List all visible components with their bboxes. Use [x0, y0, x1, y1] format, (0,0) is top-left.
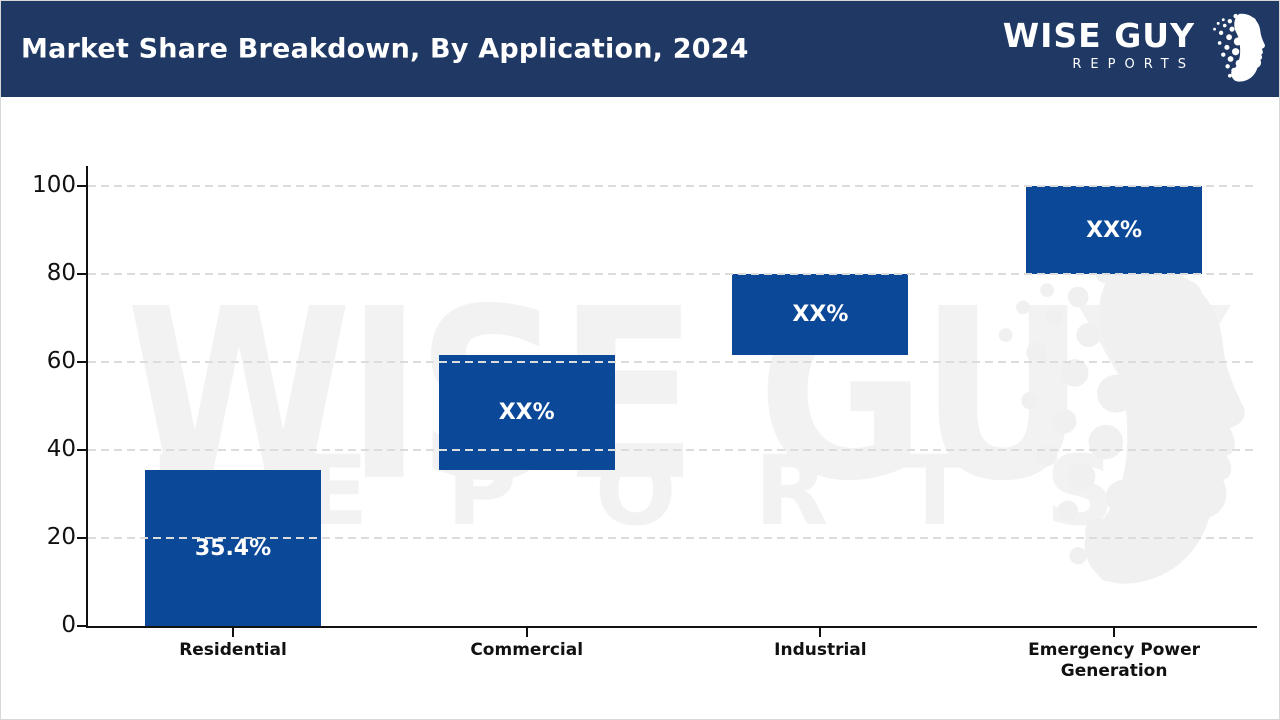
y-tick-mark — [77, 361, 86, 363]
bar-value-label: XX% — [792, 302, 849, 328]
bar-residential: 35.4% — [145, 470, 321, 626]
y-tick-label: 20 — [46, 524, 76, 550]
x-tick-mark — [819, 628, 822, 637]
chart-title: Market Share Breakdown, By Application, … — [21, 33, 749, 65]
logo-reports-label: REPORTS — [1072, 56, 1195, 72]
bar-value-label: 35.4% — [194, 535, 272, 561]
category-label: Industrial — [774, 640, 867, 660]
y-tick-label: 0 — [61, 612, 76, 638]
y-tick-mark — [77, 273, 86, 275]
bar-value-label: XX% — [498, 400, 555, 426]
x-tick-mark — [232, 628, 234, 637]
y-tick-label: 40 — [46, 436, 76, 462]
y-tick-mark — [77, 449, 86, 451]
y-tick-mark — [77, 625, 86, 627]
gridline — [88, 361, 1257, 363]
x-tick-mark — [1113, 628, 1116, 637]
bar-commercial: XX% — [438, 355, 615, 471]
wiseguy-head-icon — [1213, 13, 1265, 82]
logo-text: WISE GUY REPORTS — [1002, 16, 1195, 72]
x-tick-mark — [525, 628, 528, 637]
bar-value-label: XX% — [1086, 217, 1143, 243]
category-label: Commercial — [470, 640, 584, 660]
y-tick-label: 80 — [46, 260, 76, 286]
plot-area: 0 20 40 60 80 100 35.4% Residential XX% Commercia… — [32, 166, 1257, 681]
y-tick-mark — [77, 185, 86, 187]
category-label: Emergency Power Generation — [1028, 640, 1201, 682]
logo-wiseguy-label: WISE GUY — [1002, 16, 1195, 55]
category-label: Residential — [179, 640, 287, 660]
y-tick-mark — [77, 537, 86, 539]
y-tick-label: 60 — [46, 348, 76, 374]
gridline — [88, 449, 1257, 451]
y-tick-label: 100 — [32, 172, 76, 198]
wiseguy-logo: WISE GUY REPORTS — [1003, 9, 1267, 91]
header-bar: Market Share Breakdown, By Application, … — [1, 1, 1279, 97]
bar-industrial: XX% — [732, 274, 909, 356]
bar-emergency-power-generation: XX% — [1026, 186, 1203, 274]
